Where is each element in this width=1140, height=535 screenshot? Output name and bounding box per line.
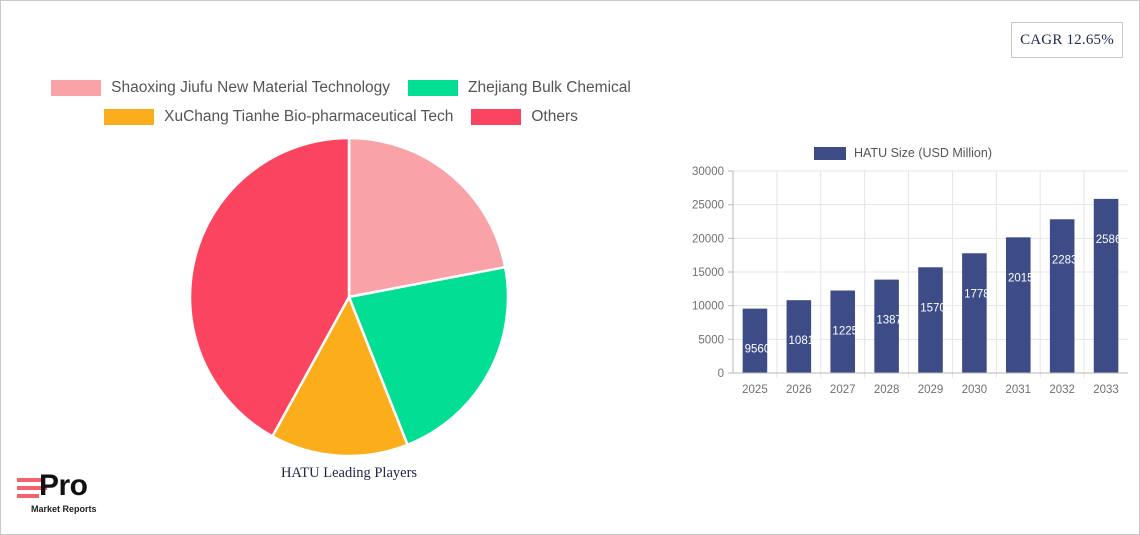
legend-swatch-icon [51, 79, 102, 96]
logo-bar-icon [17, 486, 47, 490]
bar[interactable] [742, 308, 768, 373]
bar[interactable] [1005, 237, 1031, 373]
bar[interactable] [1093, 198, 1119, 373]
bar-y-axis-ticks: 0 5000 10000 15000 20000 25000 30000 [692, 166, 724, 380]
bar-value-label: 10815 [789, 335, 821, 347]
logo-bar-icon [17, 478, 43, 482]
pie-legend-row: Shaoxing Jiufu New Material Technology Z… [1, 73, 681, 102]
y-axis-tick-label: 15000 [692, 267, 724, 279]
legend-swatch-icon [471, 108, 522, 125]
pie-slice-group [189, 137, 509, 457]
bar[interactable] [830, 290, 856, 373]
pie-chart [189, 137, 509, 457]
x-axis-tick-label: 2026 [786, 384, 812, 396]
x-axis-tick-label: 2027 [830, 384, 856, 396]
legend-item-label: Zhejiang Bulk Chemical [468, 78, 631, 96]
bar-value-label: 22830 [1052, 254, 1084, 266]
bar-chart-svg: 0 5000 10000 15000 20000 25000 30000 9560 10815… [692, 166, 1128, 396]
x-axis-tick-label: 2029 [918, 384, 944, 396]
x-axis-tick-label: 2033 [1093, 384, 1119, 396]
pie-slice[interactable] [347, 137, 507, 299]
pie-slice[interactable] [270, 294, 410, 457]
bar-legend-label: HATU Size (USD Million) [854, 146, 992, 160]
legend-item-label: Shaoxing Jiufu New Material Technology [111, 78, 391, 96]
pie-chart-svg [189, 137, 509, 457]
pie-slice[interactable] [347, 265, 509, 447]
y-axis-tick-label: 0 [718, 368, 724, 380]
bar-chart-legend[interactable]: HATU Size (USD Million) [673, 146, 1133, 160]
cagr-badge-label: CAGR 12.65% [1020, 31, 1114, 48]
y-axis-tick-label: 20000 [692, 233, 724, 245]
logo-wordmark: Pro [39, 469, 88, 502]
y-axis-tick-label: 5000 [698, 334, 724, 346]
bar-x-axis-ticks: 2025 2026 2027 2028 2029 2030 2031 2032 2033 [733, 372, 1128, 396]
legend-swatch-icon [814, 146, 846, 160]
legend-item-others[interactable]: Others [471, 108, 578, 126]
pie-legend-row: XuChang Tianhe Bio-pharmaceutical Tech O… [1, 102, 681, 131]
cagr-badge: CAGR 12.65% [1011, 22, 1123, 58]
x-axis-tick-label: 2025 [742, 384, 768, 396]
bar-value-label: 15700 [920, 302, 952, 314]
bar[interactable] [786, 300, 812, 373]
bar[interactable] [962, 253, 987, 373]
legend-swatch-icon [104, 108, 155, 125]
bar-value-label: 25860 [1096, 234, 1128, 246]
legend-item-label: Others [531, 107, 578, 125]
bar-series-group: 9560 10815 12250 13870 15700 17780 20150 22830 2… [742, 198, 1128, 373]
bar-chart: HATU Size (USD Million) 0 5000 10000 15000 2… [673, 141, 1133, 411]
legend-item-shaoxing-jiufu[interactable]: Shaoxing Jiufu New Material Technology [51, 79, 390, 97]
bar[interactable] [1049, 219, 1075, 373]
bar[interactable] [918, 267, 943, 373]
bar[interactable] [874, 279, 899, 373]
legend-swatch-icon [408, 79, 459, 96]
bar-value-label: 9560 [745, 344, 771, 356]
brand-logo: Pro Market Reports [17, 469, 117, 521]
legend-item-label: XuChang Tianhe Bio-pharmaceutical Tech [164, 107, 454, 125]
x-axis-tick-label: 2030 [962, 384, 988, 396]
bar-value-label: 17780 [964, 288, 996, 300]
x-axis-tick-label: 2031 [1005, 384, 1031, 396]
logo-bar-icon [17, 494, 39, 498]
y-axis-tick-label: 25000 [692, 200, 724, 212]
y-axis-tick-label: 10000 [692, 301, 724, 313]
logo-tagline: Market Reports [31, 504, 97, 514]
bar-value-label: 20150 [1008, 272, 1040, 284]
legend-item-xuchang-tianhe[interactable]: XuChang Tianhe Bio-pharmaceutical Tech [104, 108, 453, 126]
pie-chart-caption: HATU Leading Players [280, 465, 418, 481]
x-axis-tick-label: 2028 [874, 384, 900, 396]
x-axis-tick-label: 2032 [1049, 384, 1075, 396]
pie-legend: Shaoxing Jiufu New Material Technology Z… [1, 73, 681, 131]
y-axis-tick-label: 30000 [692, 166, 724, 178]
pie-slice[interactable] [189, 137, 351, 439]
legend-item-zhejiang-bulk[interactable]: Zhejiang Bulk Chemical [408, 79, 631, 97]
bar-value-label: 13870 [876, 315, 908, 327]
bar-value-label: 12250 [832, 326, 864, 338]
logo-mark-icon: Pro [17, 469, 117, 505]
